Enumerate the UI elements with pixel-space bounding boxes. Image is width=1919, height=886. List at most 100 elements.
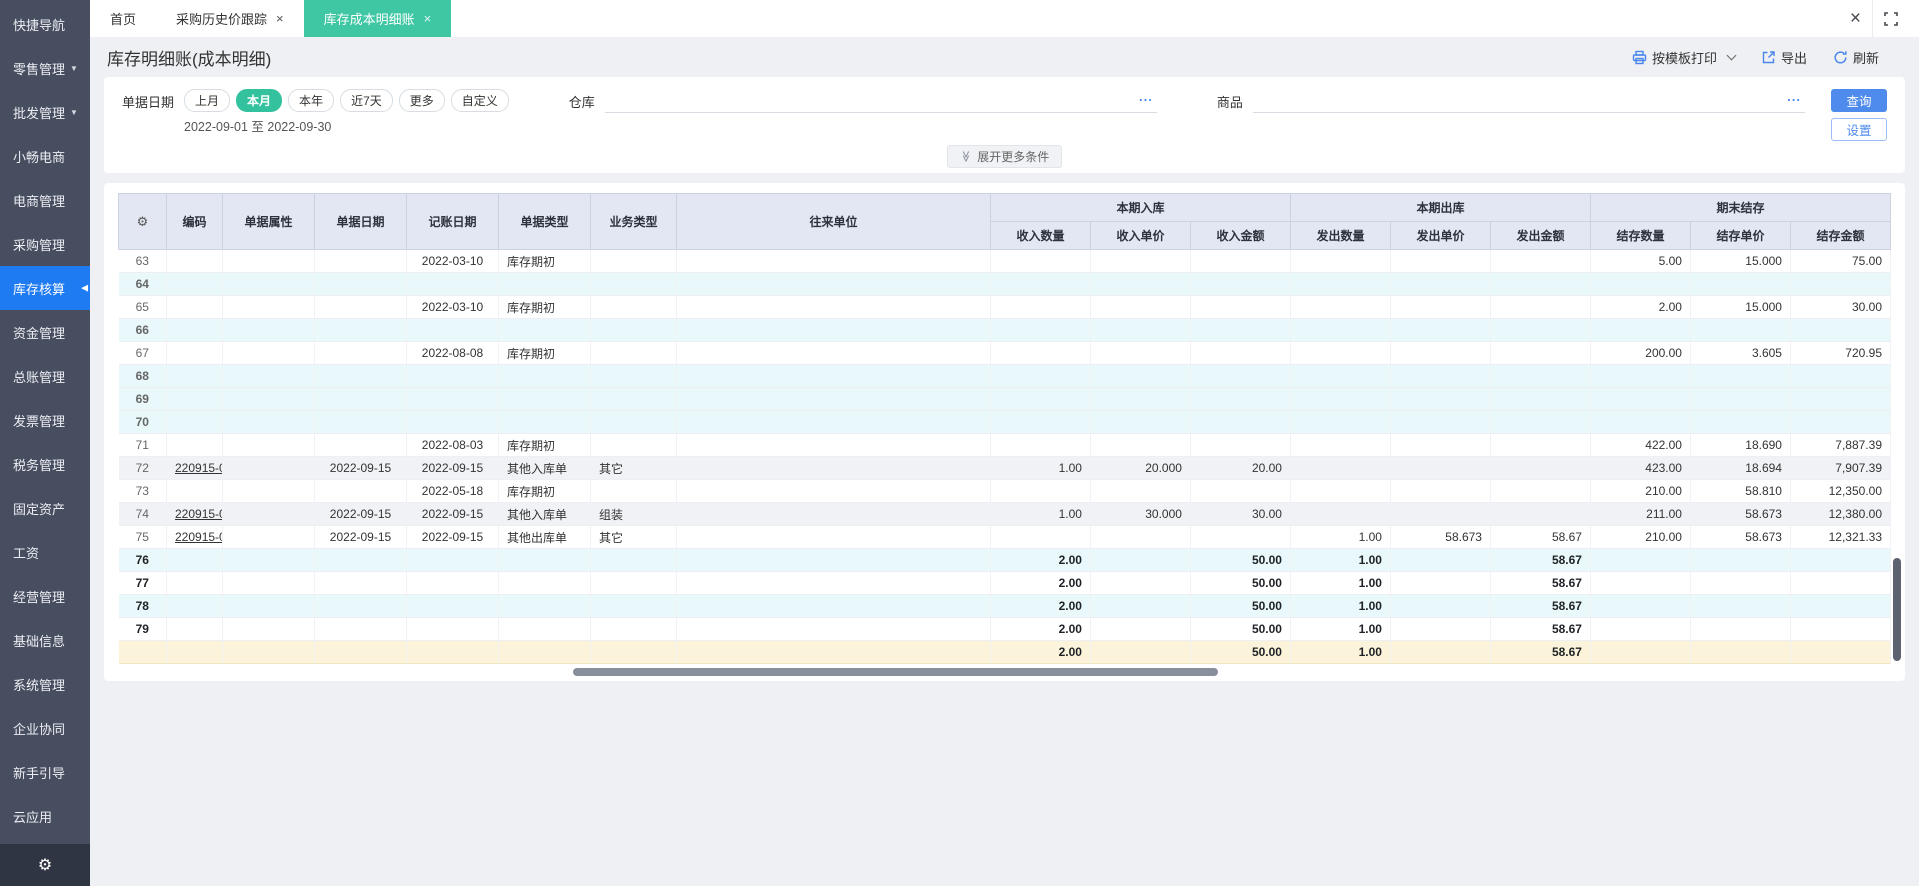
tab-采购历史价跟踪[interactable]: 采购历史价跟踪 × — [156, 0, 304, 37]
sidebar-item-固定资产[interactable]: 固定资产 — [0, 486, 90, 530]
window-controls: × — [1839, 0, 1919, 37]
table-row[interactable]: 65 2022-03-10 库存期初 2.00 15.000 30.00 — [118, 295, 1892, 319]
table-row[interactable]: 2.00 50.00 1.00 58.67 — [118, 640, 1892, 664]
sidebar-item-云应用[interactable]: 云应用 — [0, 794, 90, 838]
cell: 其他入库单 — [498, 456, 591, 480]
column-header-业务类型: 业务类型 — [590, 193, 677, 250]
column-settings-gear-icon[interactable]: ⚙ — [118, 193, 167, 250]
cell: 2.00 — [990, 640, 1091, 664]
row-number: 64 — [118, 272, 167, 296]
fullscreen-icon[interactable] — [1872, 0, 1909, 37]
cell — [498, 594, 591, 618]
product-label: 商品 — [1216, 95, 1243, 110]
close-icon[interactable]: × — [1849, 7, 1861, 29]
table-row[interactable]: 72 220915-0 2022-09-15 2022-09-15 其他入库单 其它 1.0… — [118, 456, 1892, 480]
table-row[interactable]: 68 — [118, 364, 1892, 388]
settings-button[interactable]: 设置 — [1831, 118, 1887, 141]
cell: 7,907.39 — [1790, 456, 1892, 480]
sidebar-item-label: 批发管理 — [13, 105, 66, 121]
tab-首页[interactable]: 首页 — [90, 0, 156, 37]
sidebar-item-快捷导航[interactable]: 快捷导航 — [0, 2, 90, 46]
product-input[interactable]: ... — [1252, 89, 1805, 113]
table-row[interactable]: 73 2022-05-18 库存期初 210.00 58.810 12,350.00 — [118, 479, 1892, 503]
sidebar-item-税务管理[interactable]: 税务管理 — [0, 442, 90, 486]
table-row[interactable]: 76 2.00 50.00 1.00 58.67 — [118, 548, 1892, 572]
document-code-link[interactable]: 220915-0 — [175, 530, 223, 544]
warehouse-input[interactable]: ... — [604, 89, 1157, 113]
sidebar-footer: ⚙ — [0, 844, 90, 886]
cell — [1090, 272, 1191, 296]
sidebar-item-电商管理[interactable]: 电商管理 — [0, 178, 90, 222]
sidebar-item-批发管理[interactable]: 批发管理 ▼ — [0, 90, 90, 134]
refresh-button[interactable]: 刷新 — [1833, 48, 1879, 67]
document-code-link[interactable]: 220915-0 — [175, 461, 223, 475]
product-more-icon[interactable]: ... — [1787, 89, 1801, 104]
cell — [1590, 272, 1691, 296]
sidebar-item-总账管理[interactable]: 总账管理 — [0, 354, 90, 398]
cell — [676, 272, 991, 296]
cell: 5.00 — [1590, 249, 1691, 273]
cell: 库存期初 — [498, 479, 591, 503]
tab-库存成本明细账[interactable]: 库存成本明细账 × — [303, 0, 452, 37]
sidebar-item-小畅电商[interactable]: 小畅电商 — [0, 134, 90, 178]
table-row[interactable]: 67 2022-08-08 库存期初 200.00 3.605 720.95 — [118, 341, 1892, 365]
sidebar-item-新手引导[interactable]: 新手引导 — [0, 750, 90, 794]
table-row[interactable]: 75 220915-0 2022-09-15 2022-09-15 其他出库单 其它 1.0… — [118, 525, 1892, 549]
date-pill-上月[interactable]: 上月 — [184, 89, 231, 112]
table-row[interactable]: 64 — [118, 272, 1892, 296]
date-pill-更多[interactable]: 更多 — [398, 89, 445, 112]
cell: 50.00 — [1190, 594, 1291, 618]
sidebar-item-系统管理[interactable]: 系统管理 — [0, 662, 90, 706]
warehouse-more-icon[interactable]: ... — [1139, 89, 1153, 104]
print-by-template-button[interactable]: 按模板打印 — [1632, 48, 1737, 67]
sidebar-item-采购管理[interactable]: 采购管理 — [0, 222, 90, 266]
query-button[interactable]: 查询 — [1831, 89, 1887, 112]
row-number: 76 — [118, 548, 167, 572]
date-pill-本年[interactable]: 本年 — [288, 89, 335, 112]
expand-more-conditions-button[interactable]: ≫ 展开更多条件 — [946, 145, 1063, 168]
tab-close-icon[interactable]: × — [276, 11, 284, 26]
table-row[interactable]: 70 — [118, 410, 1892, 434]
sidebar-item-企业协同[interactable]: 企业协同 — [0, 706, 90, 750]
table-row[interactable]: 77 2.00 50.00 1.00 58.67 — [118, 571, 1892, 595]
sidebar-item-经营管理[interactable]: 经营管理 — [0, 574, 90, 618]
tab-close-icon[interactable]: × — [423, 11, 432, 26]
cell — [1490, 341, 1591, 365]
sidebar-item-库存核算[interactable]: 库存核算 ◀ — [0, 266, 90, 310]
cell — [1290, 410, 1391, 434]
cell — [406, 364, 499, 388]
cell — [1690, 364, 1791, 388]
date-pill-本月[interactable]: 本月 — [236, 89, 283, 112]
printer-icon — [1632, 50, 1647, 64]
cell — [222, 548, 315, 572]
horizontal-scrollbar-thumb[interactable] — [573, 668, 1218, 676]
cell — [1090, 617, 1191, 641]
table-row[interactable]: 63 2022-03-10 库存期初 5.00 15.000 75.00 — [118, 249, 1892, 273]
sidebar-item-资金管理[interactable]: 资金管理 — [0, 310, 90, 354]
cell — [990, 433, 1091, 457]
sidebar-item-发票管理[interactable]: 发票管理 — [0, 398, 90, 442]
sidebar-item-label: 采购管理 — [13, 237, 66, 253]
date-pill-自定义[interactable]: 自定义 — [450, 89, 509, 112]
table-row[interactable]: 71 2022-08-03 库存期初 422.00 18.690 7,887.39 — [118, 433, 1892, 457]
cell: 2022-08-03 — [406, 433, 499, 457]
sidebar-item-工资[interactable]: 工资 — [0, 530, 90, 574]
cell: 2022-05-18 — [406, 479, 499, 503]
document-code-link[interactable]: 220915-0 — [175, 507, 223, 521]
vertical-scrollbar-thumb[interactable] — [1893, 558, 1901, 661]
table-row[interactable]: 79 2.00 50.00 1.00 58.67 — [118, 617, 1892, 641]
date-range-value[interactable]: 2022-09-01 至 2022-09-30 — [184, 120, 332, 134]
date-filter: 单据日期 上月 本月 本年 近7天 更多 自定义 2022-09-01 至 2022-09… — [122, 89, 509, 135]
table-row[interactable]: 78 2.00 50.00 1.00 58.67 — [118, 594, 1892, 618]
cell — [222, 410, 315, 434]
date-pill-近7天[interactable]: 近7天 — [340, 89, 393, 112]
row-number: 68 — [118, 364, 167, 388]
sidebar-item-零售管理[interactable]: 零售管理 ▼ — [0, 46, 90, 90]
table-row[interactable]: 66 — [118, 318, 1892, 342]
cell: 1.00 — [1290, 617, 1391, 641]
settings-gear-icon[interactable]: ⚙ — [37, 857, 53, 874]
table-row[interactable]: 74 220915-0 2022-09-15 2022-09-15 其他入库单 组装 1.0… — [118, 502, 1892, 526]
sidebar-item-基础信息[interactable]: 基础信息 — [0, 618, 90, 662]
export-button[interactable]: 导出 — [1761, 48, 1807, 67]
table-row[interactable]: 69 — [118, 387, 1892, 411]
